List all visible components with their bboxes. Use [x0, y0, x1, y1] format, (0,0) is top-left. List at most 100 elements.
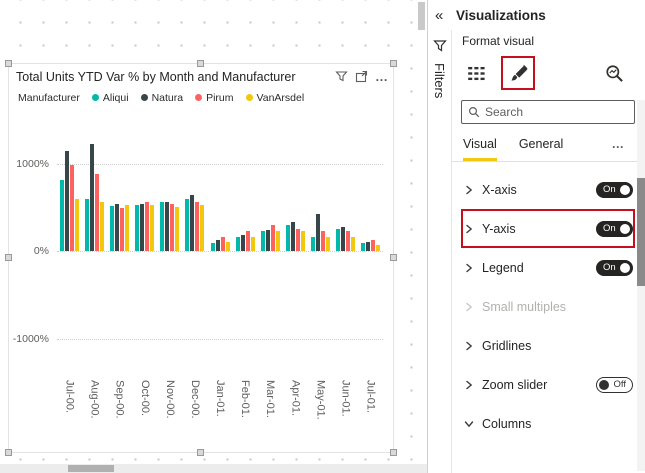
pane-scrollbar-thumb[interactable] — [637, 178, 645, 286]
bar-pirum-jun-01[interactable] — [345, 231, 350, 252]
section-x-axis[interactable]: X-axis On — [461, 170, 635, 209]
bar-vanarsdel-nov-00[interactable] — [175, 206, 180, 252]
bar-pirum-oct-00[interactable] — [145, 202, 150, 252]
bar-pirum-mar-01[interactable] — [270, 225, 275, 252]
bar-pirum-dec-00[interactable] — [195, 202, 200, 252]
bar-pirum-feb-01[interactable] — [245, 231, 250, 252]
resize-handle-bottom-middle[interactable] — [197, 449, 204, 456]
bar-natura-jan-01[interactable] — [215, 239, 220, 252]
tab-general[interactable]: General — [518, 137, 564, 151]
gridline-0 — [57, 251, 383, 253]
collapse-pane-icon[interactable]: « — [435, 6, 444, 24]
section-small-multiples[interactable]: Small multiples — [461, 287, 635, 326]
canvas-vertical-scrollbar-thumb[interactable] — [418, 2, 425, 30]
bar-aliqui-aug-00[interactable] — [85, 198, 90, 252]
bar-natura-dec-00[interactable] — [190, 194, 195, 252]
bar-vanarsdel-mar-01[interactable] — [275, 231, 280, 252]
format-tabs: Visual General … — [461, 137, 635, 161]
section-y-axis[interactable]: Y-axis On — [461, 209, 635, 248]
bar-natura-jul-00[interactable] — [65, 150, 70, 252]
bar-natura-feb-01[interactable] — [240, 234, 245, 252]
resize-handle-bottom-right[interactable] — [390, 449, 397, 456]
bar-vanarsdel-apr-01[interactable] — [300, 231, 305, 252]
bar-vanarsdel-sep-00[interactable] — [125, 205, 130, 252]
bar-natura-jun-01[interactable] — [340, 226, 345, 252]
tab-more[interactable]: … — [611, 137, 625, 151]
filters-pane-label[interactable]: Filters — [432, 63, 447, 99]
toggle-on[interactable]: On — [596, 259, 633, 276]
filters-funnel-icon[interactable] — [432, 39, 447, 53]
plot-area — [57, 122, 383, 378]
gridline--1000 — [57, 338, 383, 340]
filters-pane-collapsed[interactable]: Filters — [428, 30, 452, 473]
bar-aliqui-nov-00[interactable] — [160, 202, 165, 252]
toggle-on[interactable]: On — [596, 181, 633, 198]
bar-pirum-apr-01[interactable] — [295, 228, 300, 252]
focus-mode-icon[interactable] — [355, 70, 368, 83]
bar-natura-nov-00[interactable] — [165, 201, 170, 252]
bar-pirum-jul-00[interactable] — [70, 164, 75, 252]
resize-handle-middle-left[interactable] — [5, 254, 12, 261]
section-zoom-slider[interactable]: Zoom slider Off — [461, 365, 635, 404]
bar-aliqui-jan-01[interactable] — [210, 242, 215, 252]
bar-aliqui-jun-01[interactable] — [335, 228, 340, 252]
bar-vanarsdel-may-01[interactable] — [325, 237, 330, 252]
bar-natura-may-01[interactable] — [315, 213, 320, 252]
report-canvas[interactable]: Total Units YTD Var % by Month and Manuf… — [0, 0, 427, 473]
resize-handle-top-middle[interactable] — [197, 60, 204, 67]
bar-vanarsdel-aug-00[interactable] — [100, 201, 105, 252]
bar-aliqui-sep-00[interactable] — [110, 205, 115, 252]
more-options-icon[interactable]: … — [375, 69, 388, 84]
section-legend[interactable]: Legend On — [461, 248, 635, 287]
bar-pirum-jan-01[interactable] — [220, 237, 225, 252]
section-columns[interactable]: Columns — [461, 404, 635, 443]
bar-aliqui-dec-00[interactable] — [185, 198, 190, 252]
bar-aliqui-feb-01[interactable] — [235, 237, 240, 252]
bar-aliqui-jul-01[interactable] — [360, 243, 365, 252]
section-gridlines[interactable]: Gridlines — [461, 326, 635, 365]
analytics-icon[interactable] — [599, 58, 629, 88]
bar-aliqui-apr-01[interactable] — [285, 225, 290, 252]
column-chart-visual[interactable]: Total Units YTD Var % by Month and Manuf… — [5, 60, 397, 456]
tab-visual[interactable]: Visual — [463, 137, 497, 161]
canvas-horizontal-scrollbar-thumb[interactable] — [68, 465, 114, 472]
bar-vanarsdel-feb-01[interactable] — [250, 237, 255, 252]
bar-pirum-jul-01[interactable] — [370, 239, 375, 252]
legend-item-vanarsdel: VanArsdel — [245, 92, 304, 104]
x-axis-label-text: Jul-01. — [364, 380, 377, 414]
bar-vanarsdel-jan-01[interactable] — [225, 241, 230, 252]
resize-handle-middle-right[interactable] — [390, 254, 397, 261]
bar-pirum-may-01[interactable] — [320, 231, 325, 252]
bar-natura-aug-00[interactable] — [90, 143, 95, 252]
bar-natura-oct-00[interactable] — [140, 204, 145, 252]
bar-aliqui-may-01[interactable] — [310, 237, 315, 252]
bar-aliqui-jul-00[interactable] — [60, 179, 65, 252]
bar-pirum-nov-00[interactable] — [170, 204, 175, 252]
search-input[interactable] — [485, 105, 628, 119]
bar-vanarsdel-dec-00[interactable] — [200, 205, 205, 252]
format-visual-icon[interactable] — [501, 56, 535, 90]
bar-natura-apr-01[interactable] — [290, 222, 295, 252]
toggle-on[interactable]: On — [596, 220, 633, 237]
bar-natura-jul-01[interactable] — [365, 241, 370, 252]
bar-natura-mar-01[interactable] — [265, 230, 270, 252]
resize-handle-top-left[interactable] — [5, 60, 12, 67]
bar-vanarsdel-jun-01[interactable] — [350, 237, 355, 252]
bar-pirum-aug-00[interactable] — [95, 173, 100, 252]
pane-scrollbar[interactable] — [637, 100, 645, 471]
filter-icon[interactable] — [335, 70, 348, 83]
bar-aliqui-oct-00[interactable] — [135, 205, 140, 252]
format-search-box[interactable] — [461, 100, 635, 124]
bar-vanarsdel-oct-00[interactable] — [150, 205, 155, 252]
toggle-off[interactable]: Off — [596, 376, 633, 393]
resize-handle-bottom-left[interactable] — [5, 449, 12, 456]
bar-pirum-sep-00[interactable] — [120, 207, 125, 252]
bar-aliqui-mar-01[interactable] — [260, 231, 265, 252]
bar-vanarsdel-jul-00[interactable] — [75, 198, 80, 252]
bar-natura-sep-00[interactable] — [115, 204, 120, 252]
gridline-1000 — [57, 163, 383, 165]
bar-vanarsdel-jul-01[interactable] — [375, 245, 380, 252]
resize-handle-top-right[interactable] — [390, 60, 397, 67]
build-visual-icon[interactable] — [461, 58, 491, 88]
canvas-horizontal-scrollbar[interactable] — [0, 464, 427, 473]
